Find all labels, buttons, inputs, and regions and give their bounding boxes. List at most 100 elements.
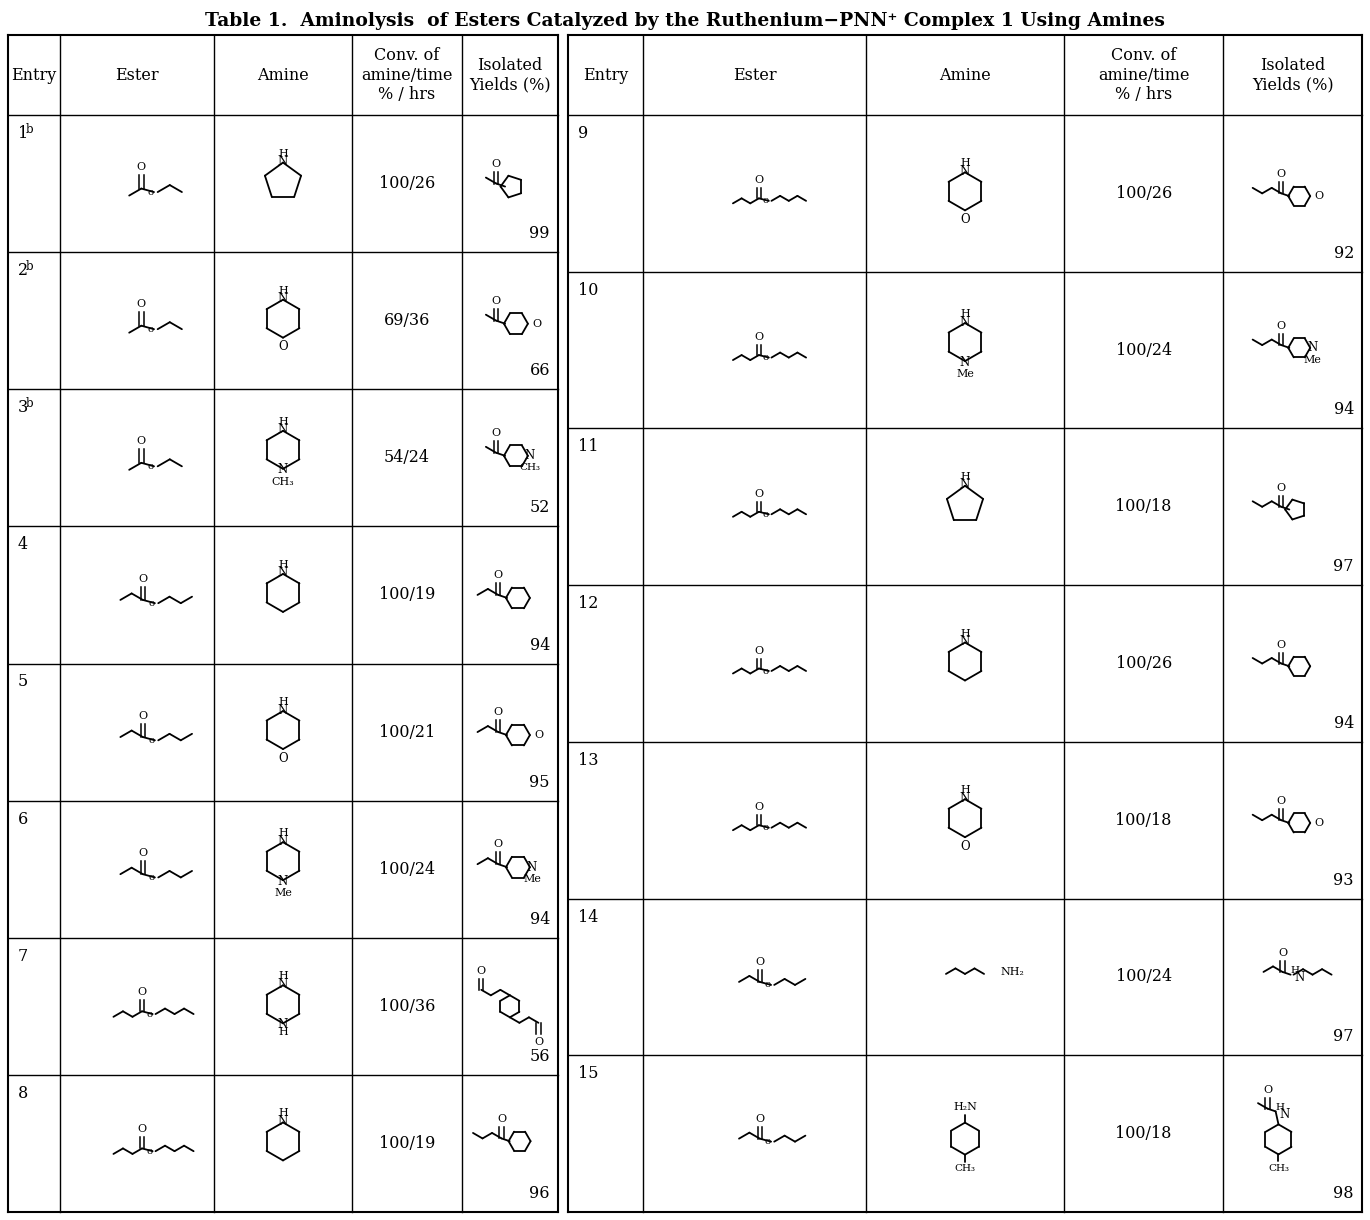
Text: o: o	[149, 736, 155, 745]
Text: o: o	[763, 510, 769, 518]
Text: o: o	[763, 824, 769, 832]
Text: 99: 99	[529, 226, 549, 242]
Text: N: N	[278, 423, 288, 437]
Text: H: H	[960, 786, 970, 795]
Text: Me: Me	[956, 370, 974, 379]
Text: O: O	[138, 573, 148, 584]
Text: b: b	[26, 260, 33, 273]
Text: O: O	[137, 987, 147, 997]
Text: O: O	[755, 803, 763, 813]
Text: 3: 3	[18, 399, 29, 416]
Text: N: N	[960, 355, 970, 368]
Text: N: N	[960, 165, 970, 178]
Text: H₂N: H₂N	[954, 1102, 977, 1111]
Text: Me: Me	[523, 875, 541, 884]
Text: N: N	[1307, 342, 1318, 354]
Text: O: O	[755, 1114, 764, 1124]
Text: N: N	[1295, 971, 1304, 985]
Text: Amine: Amine	[938, 67, 991, 83]
Text: 69/36: 69/36	[384, 312, 430, 329]
Text: b: b	[26, 123, 33, 135]
Text: 95: 95	[529, 773, 549, 791]
Text: o: o	[764, 1137, 771, 1146]
Text: CH₃: CH₃	[955, 1164, 975, 1174]
Text: O: O	[278, 752, 288, 765]
Text: o: o	[763, 353, 769, 362]
Text: 100/18: 100/18	[1115, 498, 1171, 515]
Text: O: O	[533, 318, 541, 328]
Text: 15: 15	[578, 1065, 599, 1082]
Text: N: N	[960, 792, 970, 805]
Text: O: O	[492, 428, 501, 438]
Text: 94: 94	[530, 911, 549, 927]
Text: O: O	[534, 730, 544, 741]
Text: O: O	[1278, 948, 1286, 958]
Text: N: N	[278, 292, 288, 305]
Text: 2: 2	[18, 262, 29, 279]
Text: Entry: Entry	[584, 67, 629, 83]
Text: O: O	[492, 159, 501, 168]
Text: O: O	[534, 1037, 543, 1047]
Text: O: O	[755, 489, 763, 499]
Text: 97: 97	[1333, 1028, 1354, 1046]
Text: H: H	[278, 1027, 288, 1037]
Text: H: H	[278, 560, 288, 570]
Text: O: O	[960, 212, 970, 226]
Text: 8: 8	[18, 1085, 29, 1102]
Text: N: N	[278, 464, 288, 476]
Text: Conv. of
amine/time
% / hrs: Conv. of amine/time % / hrs	[362, 46, 452, 104]
Text: N: N	[1280, 1108, 1291, 1121]
Text: H: H	[278, 149, 288, 159]
Text: b: b	[26, 398, 33, 410]
Text: o: o	[763, 666, 769, 676]
Text: o: o	[764, 981, 771, 989]
Text: N: N	[278, 1017, 288, 1031]
Text: 14: 14	[578, 909, 599, 926]
Text: H: H	[278, 285, 288, 295]
Text: Isolated
Yields (%): Isolated Yields (%)	[469, 56, 551, 93]
Text: H: H	[278, 417, 288, 427]
Text: O: O	[477, 966, 486, 976]
Text: 100/26: 100/26	[1115, 655, 1171, 672]
Text: Ester: Ester	[733, 67, 777, 83]
Text: 94: 94	[1333, 715, 1354, 732]
Text: 10: 10	[578, 282, 599, 299]
Text: CH₃: CH₃	[1269, 1164, 1289, 1172]
Text: Conv. of
amine/time
% / hrs: Conv. of amine/time % / hrs	[1097, 46, 1189, 104]
Text: H: H	[960, 159, 970, 168]
Text: 7: 7	[18, 948, 29, 965]
Text: o: o	[148, 325, 155, 334]
Text: O: O	[1277, 483, 1286, 493]
Text: CH₃: CH₃	[271, 477, 295, 487]
Text: Me: Me	[274, 888, 292, 898]
Text: O: O	[497, 1114, 506, 1125]
Text: 92: 92	[1333, 245, 1354, 262]
Text: N: N	[278, 704, 288, 716]
Text: 93: 93	[1333, 871, 1354, 888]
Text: Table 1.  Aminolysis  of Esters Catalyzed by the Ruthenium−PNN⁺ Complex 1 Using : Table 1. Aminolysis of Esters Catalyzed …	[206, 12, 1164, 30]
Text: H: H	[1275, 1103, 1284, 1111]
Text: O: O	[138, 848, 148, 858]
Text: N: N	[278, 875, 288, 888]
Text: O: O	[755, 332, 763, 342]
Text: 5: 5	[18, 673, 29, 691]
Text: O: O	[278, 340, 288, 353]
Text: O: O	[1315, 192, 1323, 201]
Text: O: O	[755, 956, 764, 967]
Text: H: H	[278, 828, 288, 838]
Text: 100/26: 100/26	[1115, 185, 1171, 201]
Text: 100/24: 100/24	[378, 860, 434, 877]
Text: 66: 66	[529, 362, 549, 379]
Text: o: o	[149, 874, 155, 882]
Text: Isolated
Yields (%): Isolated Yields (%)	[1252, 56, 1333, 93]
Text: O: O	[1263, 1085, 1273, 1094]
Text: H: H	[1291, 966, 1299, 975]
Text: 97: 97	[1333, 558, 1354, 575]
Text: O: O	[1277, 797, 1286, 806]
Text: O: O	[137, 436, 145, 445]
Text: N: N	[278, 834, 288, 848]
Text: NH₂: NH₂	[1000, 967, 1023, 977]
Text: O: O	[137, 299, 145, 309]
Text: O: O	[1277, 639, 1286, 649]
Text: O: O	[493, 708, 503, 717]
